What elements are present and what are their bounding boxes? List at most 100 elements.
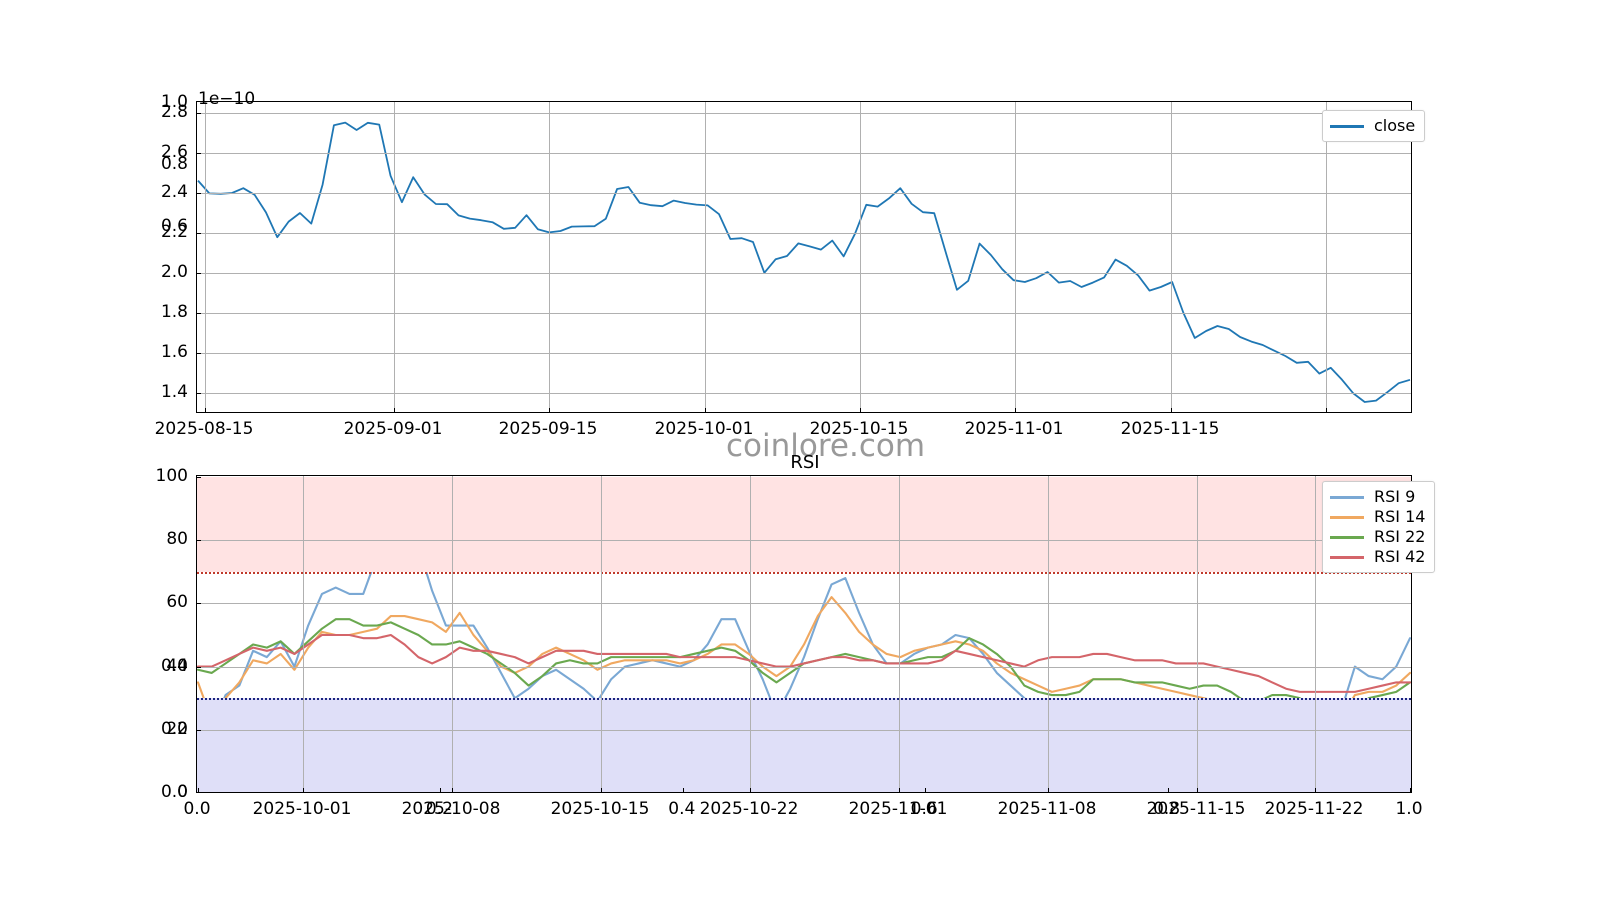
rsi-line-rsi-42	[197, 633, 1411, 693]
price-xtick-label: 2025-08-15	[154, 419, 254, 439]
rsi-gridline-h	[197, 667, 1411, 668]
rsi-xtick-mark	[1315, 788, 1316, 792]
price-gridline-v	[205, 102, 206, 412]
price-gridline-v	[549, 102, 550, 412]
price-close-line	[197, 121, 1411, 403]
rsi-xtick-label: 2025-11-22	[1264, 799, 1364, 819]
price-series-plot	[197, 121, 1411, 403]
price-legend: close	[1322, 110, 1426, 142]
rsi-xtick-mark	[1048, 788, 1049, 792]
rsi-ytick-label: 20	[166, 719, 188, 739]
rsi-overlay-xtick-mark	[440, 788, 441, 792]
rsi-gridline-h	[197, 730, 1411, 731]
price-xtick-label: 2025-11-15	[1120, 419, 1220, 439]
price-ytick-mark	[197, 353, 201, 354]
price-chart-panel	[196, 101, 1412, 413]
price-xtick-label: 2025-09-01	[343, 419, 443, 439]
rsi-xtick-mark	[750, 788, 751, 792]
coinlore-watermark: coinlore.com	[726, 428, 926, 464]
price-xtick-label: 2025-10-15	[809, 419, 909, 439]
price-gridline-v	[1326, 102, 1327, 412]
legend-item-rsi-22: RSI 22	[1330, 527, 1425, 547]
price-axis-exponent-label: 1e−10	[198, 89, 256, 109]
rsi-overlay-ytick-label: 0.0	[160, 782, 188, 802]
rsi-xtick-label: 2025-10-22	[699, 799, 799, 819]
price-gridline-h	[197, 193, 1411, 194]
legend-label-rsi-42: RSI 42	[1374, 546, 1426, 566]
price-gridline-h	[197, 113, 1411, 114]
rsi-xtick-label: 2025-11-01	[848, 799, 948, 819]
rsi-gridline-v	[899, 476, 900, 792]
legend-item-rsi-9: RSI 9	[1330, 487, 1425, 507]
price-xtick-mark	[205, 408, 206, 412]
rsi-overlay-ytick-label: 0.4	[160, 656, 188, 676]
price-xtick-mark	[1171, 408, 1172, 412]
price-gridline-h	[197, 353, 1411, 354]
price-xtick-label: 2025-11-01	[964, 419, 1064, 439]
rsi-overlay-xtick-mark	[1168, 788, 1169, 792]
price-ytick-label: 2.4	[160, 182, 188, 202]
price-gridline-v	[1015, 102, 1016, 412]
rsi-ytick-label: 0	[177, 782, 188, 802]
legend-swatch-close	[1330, 124, 1364, 128]
rsi-xtick-mark	[1197, 788, 1198, 792]
price-ytick-label: 2.0	[160, 262, 188, 282]
price-gridline-h	[197, 393, 1411, 394]
rsi-chart-panel	[196, 475, 1412, 793]
price-overlay-ytick-label: 0.6	[160, 216, 188, 236]
legend-swatch-rsi-42	[1330, 555, 1364, 559]
rsi-overlay-xtick-label: 0.6	[910, 799, 938, 819]
rsi-xtick-label: 2025-10-08	[401, 799, 501, 819]
rsi-xtick-mark	[452, 788, 453, 792]
rsi-gridline-v	[1197, 476, 1198, 792]
price-ytick-label: 1.6	[160, 342, 188, 362]
legend-label-rsi-14: RSI 14	[1374, 506, 1426, 526]
price-gridline-v	[860, 102, 861, 412]
price-xtick-mark	[394, 408, 395, 412]
price-ytick-label: 2.6	[160, 142, 188, 162]
rsi-gridline-v	[750, 476, 751, 792]
price-ytick-mark	[197, 393, 201, 394]
legend-label-rsi-22: RSI 22	[1374, 526, 1426, 546]
price-gridline-v	[705, 102, 706, 412]
rsi-overlay-xtick-label: 0.4	[668, 799, 696, 819]
price-xtick-mark	[1015, 408, 1016, 412]
price-ytick-mark	[197, 113, 201, 114]
price-gridline-v	[1171, 102, 1172, 412]
rsi-legend: RSI 9 RSI 14 RSI 22 RSI 42	[1322, 481, 1436, 573]
price-ytick-label: 2.2	[160, 222, 188, 242]
legend-label-close: close	[1374, 115, 1416, 135]
rsi-overlay-xtick-label: 1.0	[1395, 799, 1423, 819]
price-ytick-label: 1.8	[160, 302, 188, 322]
rsi-xtick-mark	[601, 788, 602, 792]
rsi-oversold-band	[197, 698, 1411, 792]
price-ytick-mark	[197, 273, 201, 274]
legend-swatch-rsi-14	[1330, 515, 1364, 519]
rsi-xtick-mark	[303, 788, 304, 792]
rsi-xtick-label: 2025-10-15	[550, 799, 650, 819]
price-gridline-h	[197, 233, 1411, 234]
price-ytick-mark	[197, 153, 201, 154]
rsi-ytick-mark	[197, 477, 201, 478]
rsi-overlay-xtick-label: 0.0	[183, 799, 211, 819]
rsi-gridline-v	[303, 476, 304, 792]
price-overlay-ytick-label: 1.0	[160, 92, 188, 112]
rsi-overbought-threshold-line	[197, 571, 1411, 574]
rsi-ytick-mark	[197, 603, 201, 604]
price-xtick-mark	[705, 408, 706, 412]
rsi-xtick-label: 2025-11-08	[997, 799, 1097, 819]
price-xtick-mark	[860, 408, 861, 412]
rsi-overlay-xtick-mark	[1410, 788, 1411, 792]
legend-item-close: close	[1330, 116, 1415, 136]
price-xtick-mark	[549, 408, 550, 412]
rsi-ytick-label: 60	[166, 592, 188, 612]
rsi-overlay-xtick-label: 0.2	[425, 799, 453, 819]
rsi-ytick-mark	[197, 730, 201, 731]
rsi-overlay-xtick-mark	[198, 788, 199, 792]
price-xtick-label: 2025-09-15	[498, 419, 598, 439]
rsi-overlay-xtick-mark	[683, 788, 684, 792]
price-xtick-mark	[1326, 408, 1327, 412]
rsi-gridline-v	[452, 476, 453, 792]
rsi-gridline-h	[197, 603, 1411, 604]
